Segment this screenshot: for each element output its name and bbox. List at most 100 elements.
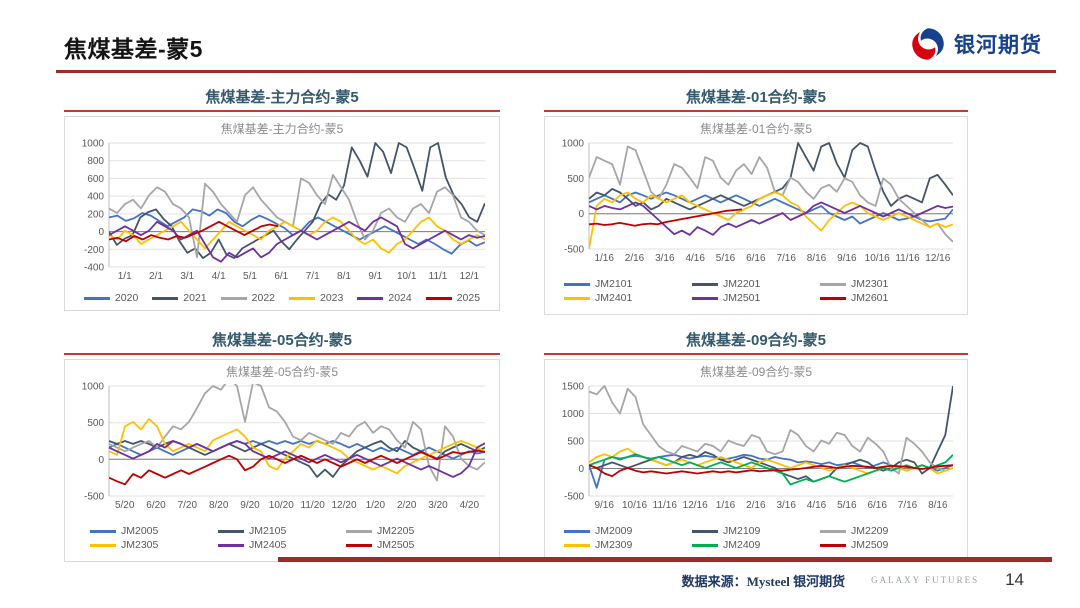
series-line-JM2601 (589, 208, 742, 227)
legend-swatch (820, 282, 846, 286)
legend-item: JM2109 (692, 525, 820, 537)
x-tick-label: 9/16 (837, 253, 857, 264)
legend-swatch (692, 282, 718, 286)
legend-item: 2024 (357, 292, 412, 304)
legend-swatch (425, 296, 452, 300)
plot-area: 1000 500 0 -500 1/16 2/16 3/16 4/16 5/16 6/16 7/16… (551, 137, 961, 270)
legend-swatch (564, 296, 590, 300)
plot-area: 1000 800 600 400 200 0 -200 -400 1/1 2/1 3/1 4/1 5/1… (71, 137, 493, 288)
x-tick-label: 4/20 (460, 500, 480, 511)
legend-swatch (218, 529, 244, 533)
series-line-JM2101 (589, 191, 953, 225)
x-tick-label: 7/1 (306, 271, 320, 282)
series-line-2023 (109, 216, 485, 254)
x-tick-label: 1/16 (594, 253, 614, 264)
x-tick-label: 1/1 (118, 271, 132, 282)
legend-swatch (220, 296, 247, 300)
plot-svg: 1500 1000 500 0 -500 9/16 10/16 11/16 12/16 1/16 2… (562, 382, 953, 511)
page-number: 14 (1005, 570, 1024, 589)
y-tick-label: 1000 (562, 139, 585, 150)
legend-item: 2020 (83, 292, 139, 304)
x-tick-label: 2/16 (625, 253, 645, 264)
legend-item: JM2009 (564, 525, 692, 537)
chart-title: 焦煤基差-主力合约-蒙5 (220, 122, 344, 136)
chart-panel-05-contract: 焦煤基差-05合约-蒙5 焦煤基差-05合约-蒙5 1000 500 0 -500 5/… (64, 329, 500, 562)
legend-label: 2021 (183, 292, 207, 304)
chart-frame: 焦煤基差-01合约-蒙5 1000 500 0 -500 1/16 2/16 3/16 4/1… (544, 116, 968, 315)
legend-label: 2020 (114, 292, 139, 304)
x-tick-label: 6/20 (146, 500, 166, 511)
legend-item: JM2101 (564, 278, 692, 290)
x-tick-label: 5/16 (716, 253, 736, 264)
brand-label: GALAXY FUTURES (871, 575, 980, 585)
legend-swatch (564, 543, 590, 547)
x-tick-label: 10/1 (397, 271, 417, 282)
legend-item: JM2005 (90, 525, 218, 537)
chart-frame: 焦煤基差-主力合约-蒙5 1000 800 600 400 200 0 -200 -400 1/… (64, 116, 500, 311)
y-tick-label: 500 (567, 437, 584, 448)
legend-swatch (346, 529, 372, 533)
x-tick-label: 8/16 (807, 253, 827, 264)
legend-item: 2021 (152, 292, 207, 304)
legend-swatch (820, 529, 846, 533)
legend-item: JM2409 (692, 539, 820, 551)
legend-label: JM2205 (377, 525, 415, 537)
legend-item: JM2209 (820, 525, 948, 537)
x-tick-label: 11/1 (429, 271, 448, 282)
company-name: 银河期货 (954, 34, 1042, 57)
x-tick-label: 2/20 (397, 500, 417, 511)
legend-item: JM2305 (90, 539, 218, 551)
x-tick-label: 3/16 (655, 253, 675, 264)
chart-legend: JM2101 JM2201 JM2301 JM2401 JM2501 JM2601 (551, 270, 961, 312)
x-tick-label: 7/20 (178, 500, 198, 511)
legend-item: 2023 (289, 292, 343, 304)
chart-legend: 2020 2021 2022 2023 2024 2025 (71, 288, 493, 308)
plot-area: 1500 1000 500 0 -500 9/16 10/16 11/16 12/16 1/16 2… (551, 380, 961, 517)
legend-label: JM2301 (851, 278, 889, 290)
legend-label: JM2405 (249, 539, 287, 551)
x-tick-label: 5/1 (243, 271, 257, 282)
x-tick-label: 9/1 (368, 271, 382, 282)
x-tick-label: 7/16 (776, 253, 796, 264)
x-tick-label: 4/16 (685, 253, 705, 264)
legend-label: JM2101 (595, 278, 633, 290)
x-tick-label: 4/16 (807, 500, 827, 511)
data-source-label: 数据来源：Mysteel 银河期货 (681, 573, 846, 589)
series-line-JM2305 (109, 418, 485, 475)
x-tick-label: 5/20 (115, 500, 135, 511)
legend-label: JM2105 (249, 525, 287, 537)
panel-title: 焦煤基差-09合约-蒙5 (544, 329, 968, 355)
x-tick-label: 11/16 (895, 253, 920, 264)
y-tick-label: 1000 (82, 382, 105, 393)
y-tick-label: 600 (87, 174, 104, 185)
legend-item: JM2405 (218, 539, 346, 551)
footer: 数据来源：Mysteel 银河期货 GALAXY FUTURES 14 (682, 570, 1024, 590)
y-tick-label: 1000 (82, 139, 105, 150)
legend-swatch (820, 543, 846, 547)
y-tick-label: 0 (98, 227, 104, 238)
y-tick-label: 800 (87, 156, 104, 167)
legend-label: JM2009 (595, 525, 633, 537)
chart-title: 焦煤基差-05合约-蒙5 (225, 365, 338, 379)
x-tick-label: 8/20 (209, 500, 229, 511)
x-tick-label: 9/16 (594, 500, 614, 511)
plot-area: 1000 500 0 -500 5/20 6/20 7/20 8/20 9/20 10/20 11/… (71, 380, 493, 517)
legend-item: JM2601 (820, 292, 948, 304)
legend-swatch (692, 543, 718, 547)
company-logo: 银河期货 (910, 26, 1042, 62)
y-tick-label: -500 (564, 492, 584, 503)
legend-label: JM2305 (121, 539, 159, 551)
y-tick-label: 0 (578, 464, 584, 475)
legend-swatch (692, 529, 718, 533)
legend-swatch (820, 296, 846, 300)
series-line-2024 (109, 216, 485, 263)
legend-item: JM2505 (346, 539, 474, 551)
x-tick-label: 11/20 (301, 500, 326, 511)
series-line-JM2205 (109, 384, 485, 482)
y-tick-label: 0 (98, 455, 104, 466)
legend-label: JM2501 (723, 292, 761, 304)
series-line-JM2501 (589, 201, 953, 236)
galaxy-swirl-icon (912, 28, 944, 60)
x-tick-label: 1/16 (716, 500, 736, 511)
legend-label: 2023 (320, 292, 344, 304)
